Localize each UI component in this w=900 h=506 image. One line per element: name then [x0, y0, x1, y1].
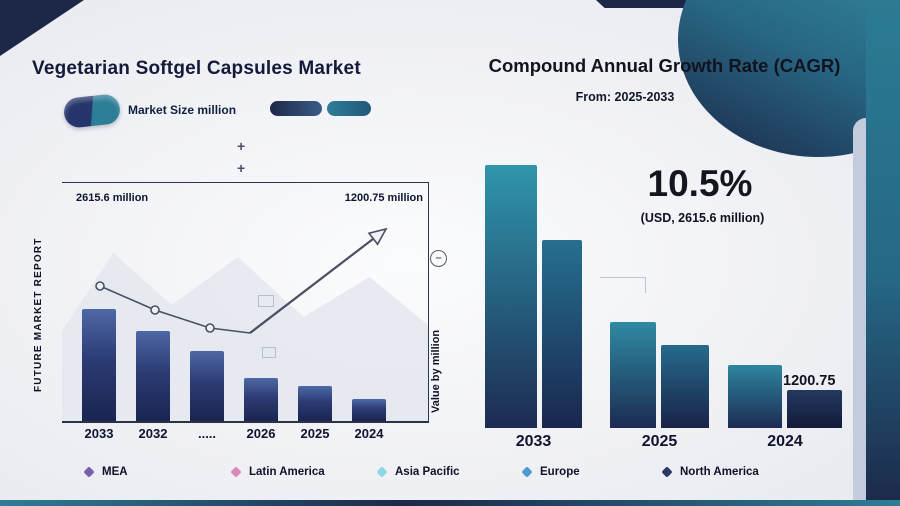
market-size-bar [352, 399, 386, 421]
legend-label: Asia Pacific [395, 466, 460, 478]
x-label: 2025 [300, 426, 330, 441]
legend-item-europe: Europe [521, 466, 580, 478]
market-size-bar [190, 351, 224, 421]
cagr-detail: (USD, 2615.6 million) [640, 211, 765, 225]
legend-label: North America [680, 466, 759, 478]
x-label: 2024 [767, 433, 803, 450]
market-size-bar [298, 386, 332, 421]
legend-item-mea: MEA [83, 466, 128, 478]
minus-circle-icon: – [430, 250, 447, 267]
value-label-right: 1200.75 million [344, 192, 423, 204]
corner-triangle-decoration [0, 0, 84, 56]
small-square-decoration [258, 295, 274, 307]
legend-label: Europe [540, 466, 580, 478]
cagr-group-2025 [610, 322, 709, 428]
capsule-pill-icon [270, 101, 322, 116]
cagr-group-2024 [728, 365, 842, 428]
future-market-report-watermark: FUTURE MARKET REPORT [33, 237, 44, 392]
market-size-bar [136, 331, 170, 421]
cagr-bar [542, 240, 582, 428]
cagr-bar-annotation: 1200.75 [783, 373, 836, 389]
cagr-group-2033 [485, 165, 582, 428]
legend-dot [521, 466, 533, 478]
cagr-value: 10.5% [647, 163, 753, 204]
cagr-bar [610, 322, 656, 428]
x-label: 2033 [515, 433, 552, 450]
small-square-decoration [262, 347, 276, 358]
value-label-left: 2615.6 million [76, 192, 149, 204]
x-label: 2025 [641, 433, 678, 450]
cagr-bar [728, 365, 782, 428]
cagr-title: Compound Annual Growth Rate (CAGR) [488, 55, 841, 76]
legend-item-latin-america: Latin America [230, 466, 325, 478]
legend-item-asia-pacific: Asia Pacific [376, 466, 460, 478]
x-label: 2024 [354, 426, 384, 441]
left-bar-area [82, 309, 386, 421]
market-size-legend-label: Market Size million [128, 103, 237, 117]
capsule-pill-icon [327, 101, 371, 116]
x-label: ..... [197, 426, 217, 441]
right-band-decoration [866, 0, 900, 506]
x-label: 2032 [138, 426, 168, 441]
right-inner-band-decoration [853, 118, 866, 506]
bottom-edge-decoration [0, 500, 900, 506]
legend-label: MEA [102, 466, 128, 478]
x-label: 2026 [246, 426, 276, 441]
market-size-bar [82, 309, 116, 421]
market-size-bar [244, 378, 278, 421]
legend-dot [83, 466, 95, 478]
cagr-bar [787, 390, 842, 428]
x-label: 2033 [84, 426, 114, 441]
legend-dot [661, 466, 673, 478]
step-line-decoration [600, 277, 646, 293]
cagr-bar [485, 165, 537, 428]
plus-icon: + [237, 160, 246, 176]
market-size-chart: 2615.6 million 1200.75 million [62, 182, 429, 423]
market-title: Vegetarian Softgel Capsules Market [32, 58, 361, 79]
plus-icon: + [237, 138, 246, 154]
cagr-bar [661, 345, 709, 428]
value-by-million-axis-label: Value by million [430, 329, 442, 413]
legend-dot [230, 466, 242, 478]
legend-label: Latin America [249, 466, 325, 478]
legend-dot [376, 466, 388, 478]
cagr-subtitle: From: 2025-2033 [575, 90, 675, 104]
left-x-axis-labels: 2033 2032 ..... 2026 2025 2024 [82, 426, 386, 441]
trend-arrow-graphic [95, 227, 388, 334]
legend-item-north-america: North America [661, 466, 759, 478]
capsule-icon [62, 93, 122, 129]
